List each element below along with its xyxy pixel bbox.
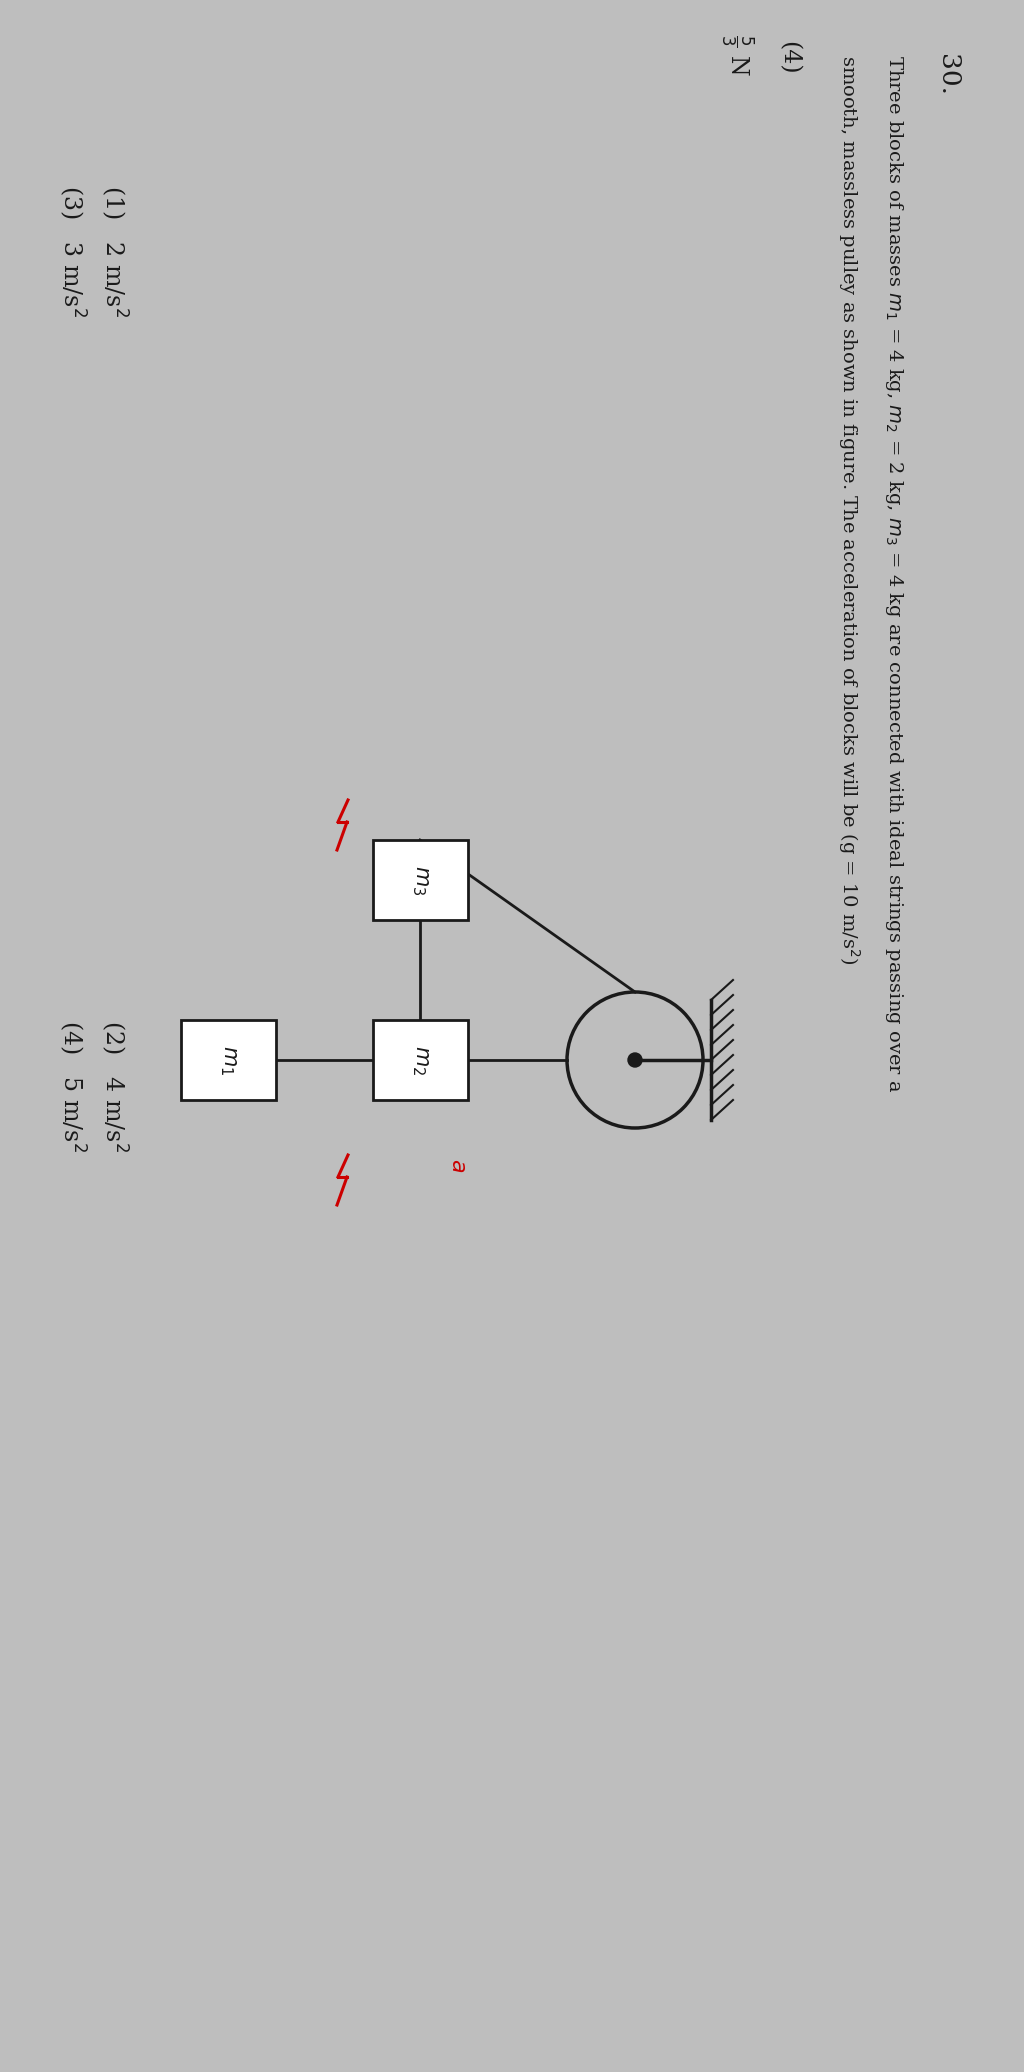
Text: $\frac{5}{3}$ N: $\frac{5}{3}$ N [718, 33, 755, 77]
Text: 30.: 30. [935, 54, 961, 95]
Text: (1)   2 m/s$^2$: (1) 2 m/s$^2$ [99, 184, 130, 317]
Text: (2)   4 m/s$^2$: (2) 4 m/s$^2$ [99, 1019, 130, 1152]
Bar [180, 1019, 275, 1100]
Circle shape [628, 1053, 642, 1067]
Bar [373, 839, 468, 920]
Bar [373, 1019, 468, 1100]
Text: (4)   5 m/s$^2$: (4) 5 m/s$^2$ [57, 1019, 88, 1152]
Text: smooth, massless pulley as shown in figure. The acceleration of blocks will be (: smooth, massless pulley as shown in figu… [837, 56, 862, 966]
Text: Three blocks of masses $m_1$ = 4 kg, $m_2$ = 2 kg, $m_3$ = 4 kg are connected wi: Three blocks of masses $m_1$ = 4 kg, $m_… [883, 56, 905, 1092]
Text: (3)   3 m/s$^2$: (3) 3 m/s$^2$ [57, 184, 88, 317]
Text: $m_3$: $m_3$ [411, 864, 430, 895]
Text: $m_2$: $m_2$ [411, 1044, 430, 1075]
Text: (4): (4) [777, 41, 800, 75]
Text: $m_1$: $m_1$ [218, 1044, 238, 1075]
Text: $a$: $a$ [449, 1158, 468, 1173]
